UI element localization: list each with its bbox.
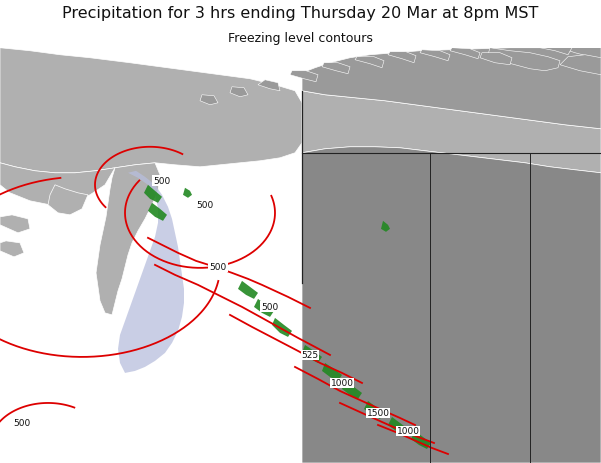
Polygon shape: [302, 49, 601, 130]
Polygon shape: [230, 88, 248, 98]
Text: 1000: 1000: [331, 379, 353, 388]
Polygon shape: [560, 49, 601, 61]
Polygon shape: [0, 241, 24, 257]
Text: Freezing level contours: Freezing level contours: [228, 31, 373, 44]
Polygon shape: [0, 49, 302, 174]
Text: 500: 500: [13, 419, 31, 427]
Polygon shape: [148, 203, 167, 221]
Text: 525: 525: [302, 350, 319, 360]
Text: 1000: 1000: [397, 426, 419, 436]
Text: 500: 500: [197, 201, 213, 210]
Text: 500: 500: [153, 177, 171, 186]
Polygon shape: [381, 221, 390, 232]
Polygon shape: [272, 318, 292, 337]
Polygon shape: [420, 50, 450, 62]
Polygon shape: [254, 299, 274, 317]
Polygon shape: [183, 188, 192, 198]
Polygon shape: [96, 163, 160, 315]
Polygon shape: [488, 49, 560, 72]
Polygon shape: [322, 363, 342, 381]
Polygon shape: [355, 57, 384, 69]
Polygon shape: [388, 417, 408, 435]
Polygon shape: [322, 63, 350, 75]
Polygon shape: [302, 92, 601, 174]
Polygon shape: [118, 171, 184, 373]
Polygon shape: [560, 56, 601, 75]
Text: 1500: 1500: [367, 408, 389, 418]
Text: Precipitation for 3 hrs ending Thursday 20 Mar at 8pm MST: Precipitation for 3 hrs ending Thursday …: [63, 6, 538, 21]
Polygon shape: [290, 72, 318, 82]
Polygon shape: [480, 54, 512, 66]
Polygon shape: [258, 81, 280, 92]
Polygon shape: [450, 49, 480, 60]
Polygon shape: [388, 53, 416, 63]
Polygon shape: [0, 163, 115, 206]
Polygon shape: [302, 148, 601, 463]
Polygon shape: [144, 185, 162, 203]
Text: 500: 500: [261, 303, 279, 312]
Text: 500: 500: [209, 263, 227, 272]
Polygon shape: [364, 401, 384, 419]
Polygon shape: [302, 345, 322, 363]
Polygon shape: [540, 49, 572, 56]
Polygon shape: [48, 185, 88, 215]
Polygon shape: [238, 281, 258, 299]
Polygon shape: [200, 95, 218, 106]
Polygon shape: [342, 381, 362, 399]
Polygon shape: [0, 215, 30, 233]
Polygon shape: [411, 431, 431, 449]
